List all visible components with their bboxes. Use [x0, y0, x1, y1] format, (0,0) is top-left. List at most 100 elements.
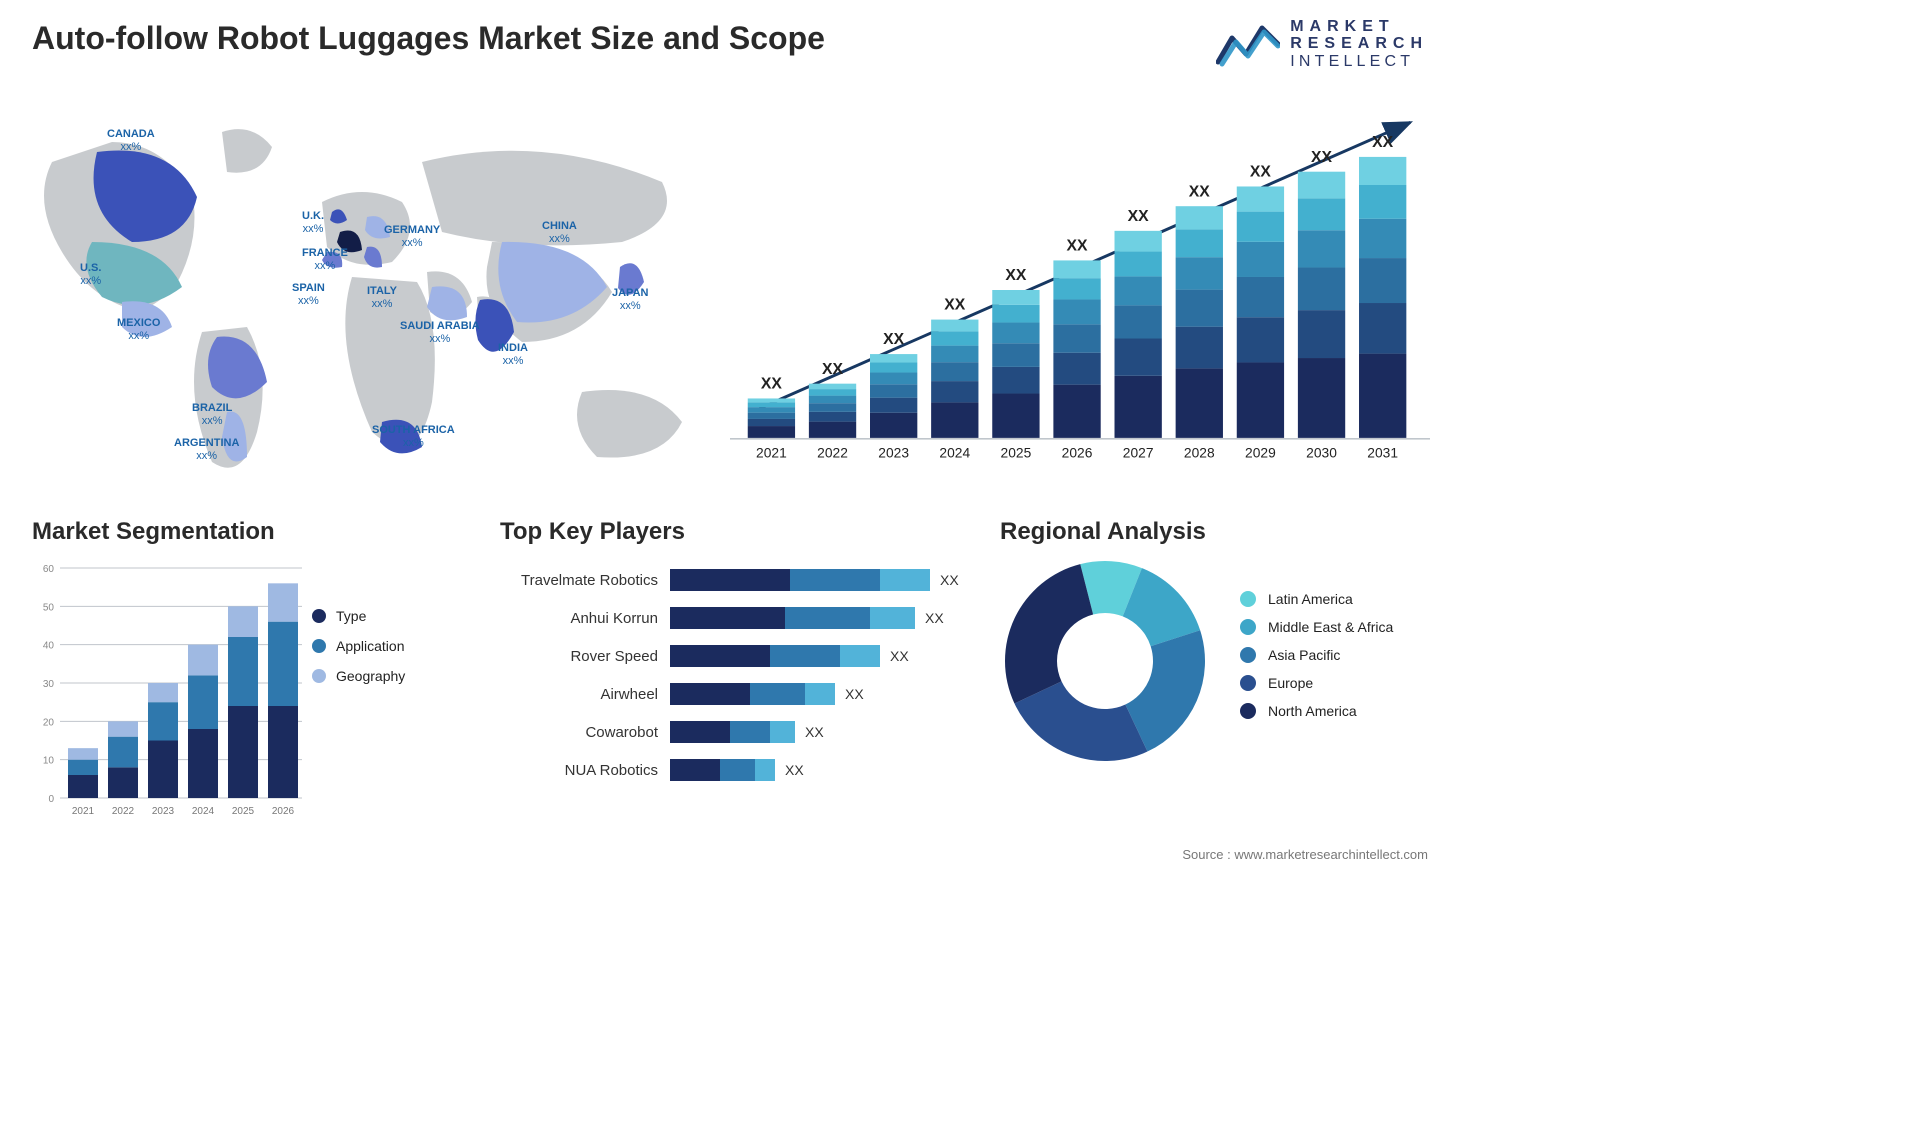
regional-title: Regional Analysis	[1000, 518, 1440, 546]
player-name: Airwheel	[500, 686, 670, 703]
svg-text:2030: 2030	[1306, 446, 1337, 461]
svg-text:XX: XX	[1250, 164, 1272, 181]
player-value: XX	[925, 610, 944, 626]
legend-item: Geography	[312, 668, 405, 684]
player-row: Anhui Korrun XX	[500, 602, 980, 634]
svg-text:2027: 2027	[1123, 446, 1154, 461]
svg-text:2026: 2026	[1062, 446, 1093, 461]
player-row: Airwheel XX	[500, 678, 980, 710]
market-size-chart: 2021 XX 2022 XX 2023 XX 2024 XX 2025 XX 2026 XX 2027…	[730, 100, 1430, 480]
player-bar	[670, 645, 880, 667]
legend-item: Latin America	[1240, 591, 1393, 607]
map-label: U.S.xx%	[80, 262, 101, 287]
brand-logo: MARKET RESEARCH INTELLECT	[1216, 18, 1428, 70]
map-label: JAPANxx%	[612, 287, 648, 312]
regional-section: Regional Analysis Latin America Middle Ea…	[1000, 518, 1440, 766]
player-value: XX	[890, 648, 909, 664]
svg-text:2026: 2026	[272, 806, 295, 817]
map-label: CHINAxx%	[542, 220, 577, 245]
legend-item: Asia Pacific	[1240, 647, 1393, 663]
legend-item: North America	[1240, 703, 1393, 719]
player-bar	[670, 683, 835, 705]
player-value: XX	[940, 572, 959, 588]
map-label: MEXICOxx%	[117, 317, 160, 342]
logo-line2: RESEARCH	[1290, 35, 1428, 52]
map-label: BRAZILxx%	[192, 402, 232, 427]
map-label: U.K.xx%	[302, 210, 324, 235]
svg-text:2024: 2024	[192, 806, 215, 817]
svg-text:2022: 2022	[817, 446, 848, 461]
map-label: FRANCExx%	[302, 247, 348, 272]
legend-item: Application	[312, 638, 405, 654]
map-label: CANADAxx%	[107, 128, 155, 153]
svg-text:2024: 2024	[939, 446, 970, 461]
svg-text:2021: 2021	[72, 806, 95, 817]
legend-item: Europe	[1240, 675, 1393, 691]
svg-text:XX: XX	[1128, 208, 1150, 225]
svg-text:2029: 2029	[1245, 446, 1276, 461]
player-row: Cowarobot XX	[500, 716, 980, 748]
svg-text:XX: XX	[1067, 238, 1089, 255]
svg-text:0: 0	[48, 794, 54, 805]
player-bar	[670, 569, 930, 591]
svg-text:2025: 2025	[232, 806, 255, 817]
segmentation-legend: Type Application Geography	[312, 608, 405, 698]
player-name: Anhui Korrun	[500, 610, 670, 627]
player-name: Rover Speed	[500, 648, 670, 665]
svg-text:2025: 2025	[1001, 446, 1032, 461]
svg-text:XX: XX	[1189, 183, 1211, 200]
map-label: SOUTH AFRICAxx%	[372, 424, 455, 449]
player-name: Cowarobot	[500, 724, 670, 741]
player-value: XX	[845, 686, 864, 702]
legend-item: Middle East & Africa	[1240, 619, 1393, 635]
key-players-section: Top Key Players Travelmate RoboticsXXAnh…	[500, 518, 980, 792]
segmentation-title: Market Segmentation	[32, 518, 462, 546]
logo-icon	[1216, 20, 1280, 68]
svg-text:30: 30	[43, 679, 55, 690]
svg-text:2023: 2023	[878, 446, 909, 461]
svg-text:XX: XX	[1311, 149, 1333, 166]
player-bar	[670, 607, 915, 629]
regional-legend: Latin America Middle East & Africa Asia Pa…	[1240, 591, 1393, 731]
logo-line1: MARKET	[1290, 18, 1428, 35]
svg-text:2021: 2021	[756, 446, 787, 461]
player-value: XX	[805, 724, 824, 740]
player-bar	[670, 721, 795, 743]
world-map: CANADAxx% U.S.xx% MEXICOxx% BRAZILxx% ARGENT…	[22, 92, 722, 492]
svg-text:2022: 2022	[112, 806, 135, 817]
legend-item: Type	[312, 608, 405, 624]
player-name: Travelmate Robotics	[500, 572, 670, 589]
segmentation-section: Market Segmentation 0 10 20 30 40 50 60 2021 202…	[32, 518, 462, 828]
player-row: Travelmate Robotics XX	[500, 564, 980, 596]
svg-text:40: 40	[43, 641, 55, 652]
svg-text:XX: XX	[944, 297, 966, 314]
player-name: NUA Robotics	[500, 762, 670, 779]
svg-text:2031: 2031	[1367, 446, 1398, 461]
map-label: ARGENTINAxx%	[174, 437, 239, 462]
svg-text:XX: XX	[1005, 267, 1027, 284]
map-label: INDIAxx%	[498, 342, 528, 367]
svg-text:XX: XX	[761, 376, 783, 393]
player-bar	[670, 759, 775, 781]
player-row: NUA Robotics XX	[500, 754, 980, 786]
svg-text:10: 10	[43, 756, 55, 767]
svg-text:2028: 2028	[1184, 446, 1215, 461]
svg-text:XX: XX	[1372, 134, 1394, 151]
svg-text:2023: 2023	[152, 806, 175, 817]
key-players-title: Top Key Players	[500, 518, 980, 546]
map-label: GERMANYxx%	[384, 224, 440, 249]
map-label: SPAINxx%	[292, 282, 325, 307]
player-value: XX	[785, 762, 804, 778]
svg-text:XX: XX	[883, 331, 905, 348]
player-row: Rover Speed XX	[500, 640, 980, 672]
logo-line3: INTELLECT	[1290, 53, 1428, 70]
svg-text:60: 60	[43, 564, 55, 575]
svg-text:XX: XX	[822, 361, 844, 378]
map-label: SAUDI ARABIAxx%	[400, 320, 480, 345]
regional-donut	[1000, 556, 1210, 766]
svg-text:20: 20	[43, 717, 55, 728]
map-label: ITALYxx%	[367, 285, 397, 310]
svg-text:50: 50	[43, 602, 55, 613]
page-title: Auto-follow Robot Luggages Market Size a…	[32, 20, 825, 57]
source-attribution: Source : www.marketresearchintellect.com	[1182, 847, 1428, 862]
